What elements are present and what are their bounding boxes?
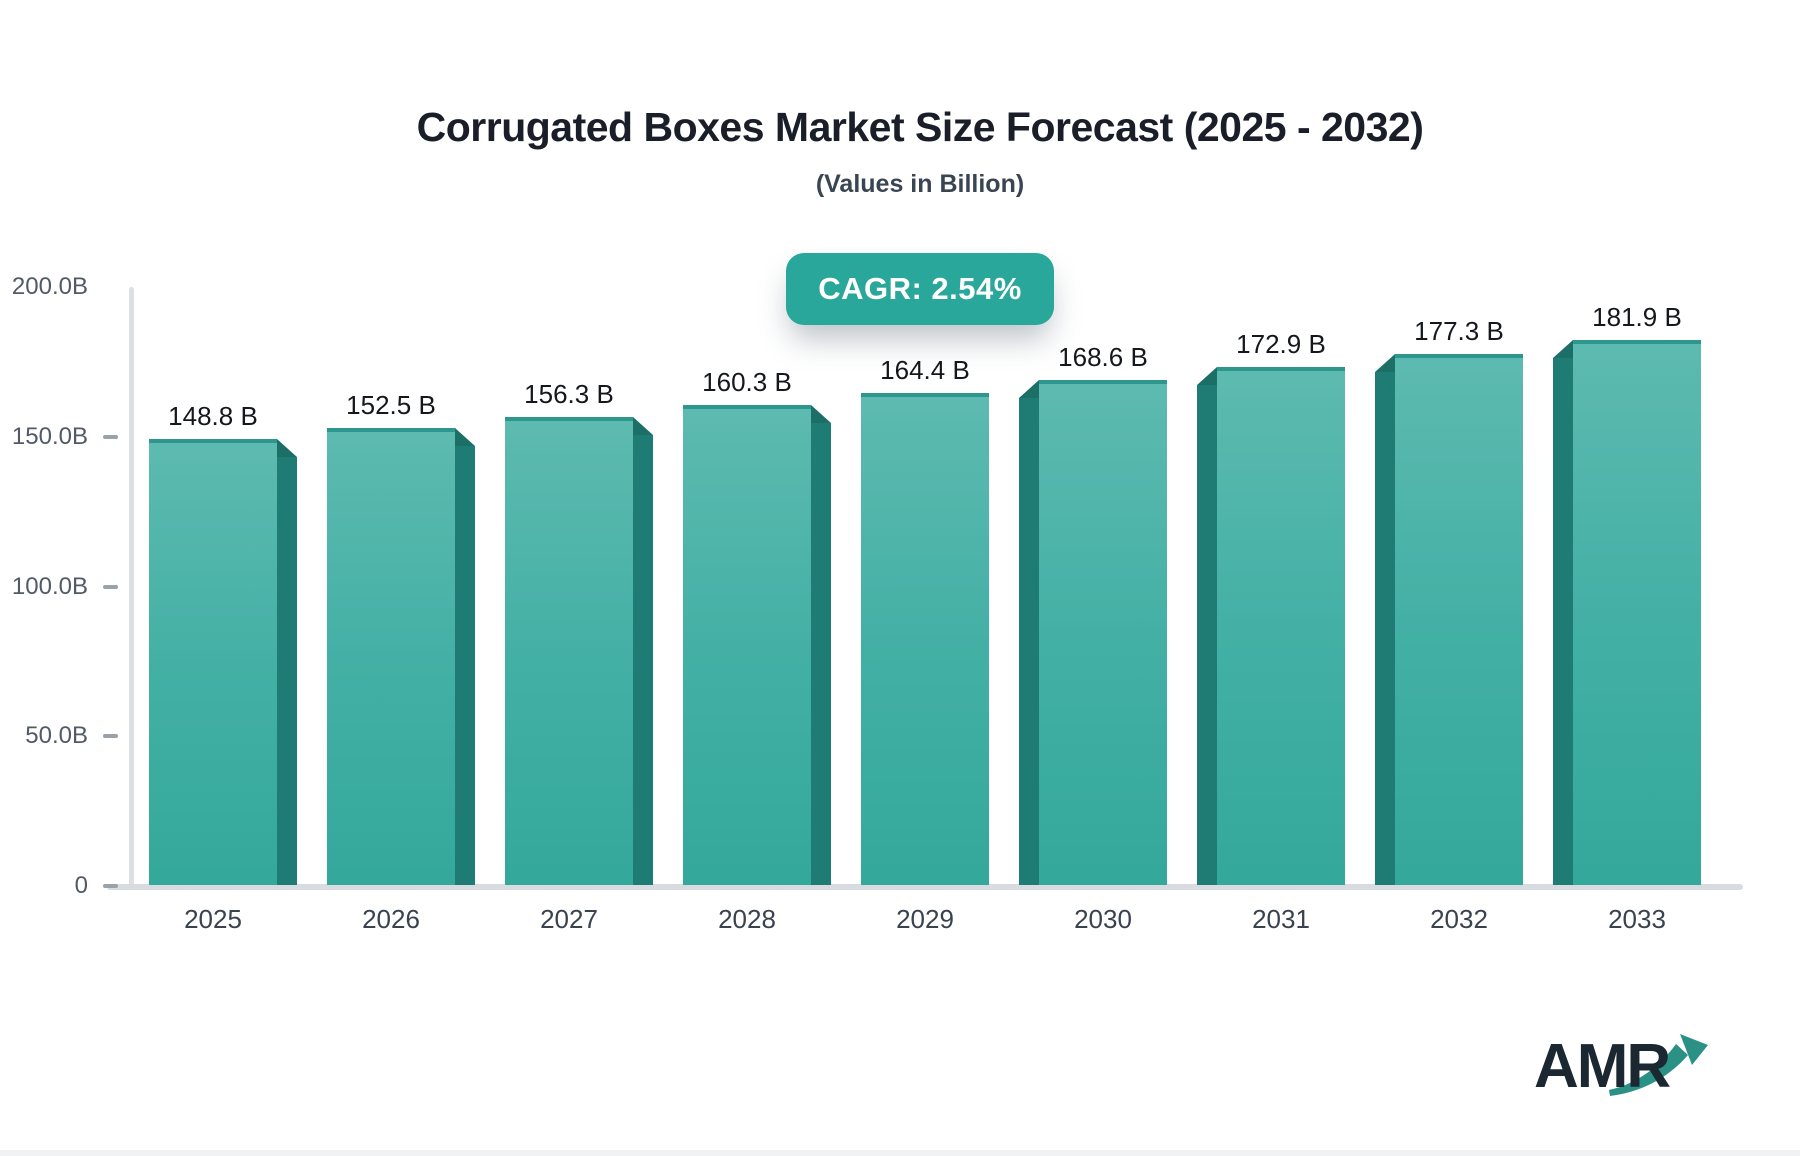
bar-value-label: 172.9 B [1236, 329, 1326, 359]
bar-side-face [633, 435, 653, 885]
bar-value-label: 181.9 B [1592, 302, 1682, 332]
amr-logo-arrow-icon [1609, 1034, 1708, 1096]
bar-face [1217, 367, 1345, 885]
y-axis-tick-mark [103, 585, 118, 589]
x-axis-label: 2027 [540, 904, 598, 934]
bar-2029[interactable] [861, 393, 989, 885]
bar-value-label: 168.6 B [1058, 342, 1148, 372]
bar-2028[interactable] [683, 405, 831, 885]
amr-logo: AMR [1520, 1030, 1730, 1120]
x-axis-label: 2029 [896, 904, 954, 934]
bar-2031[interactable] [1197, 367, 1345, 885]
y-axis-tick-mark [103, 435, 118, 439]
x-axis-label: 2025 [184, 904, 242, 934]
chart-title: Corrugated Boxes Market Size Forecast (2… [416, 104, 1424, 150]
y-axis-tick-label: 0 [74, 872, 88, 899]
bar-2032[interactable] [1375, 354, 1523, 885]
y-axis-line [129, 287, 134, 889]
bar-2030[interactable] [1019, 380, 1167, 885]
y-axis-tick-label: 50.0B [25, 722, 88, 749]
bar-face [1039, 380, 1167, 885]
x-axis-label: 2026 [362, 904, 420, 934]
bar-face [683, 405, 811, 885]
bar-side-face [1019, 398, 1039, 885]
bar-value-label: 164.4 B [880, 355, 970, 385]
bar-top-bevel [455, 428, 475, 446]
y-axis-tick-label: 200.0B [11, 273, 88, 300]
bar-side-face [1553, 358, 1573, 885]
bar-top-bevel [811, 405, 831, 423]
bar-top-bevel [277, 439, 297, 457]
bar-value-label: 160.3 B [702, 367, 792, 397]
bar-2025[interactable] [149, 439, 297, 885]
y-axis-tick-label: 100.0B [11, 573, 88, 600]
bar-side-face [1197, 385, 1217, 885]
bottom-edge-divider [0, 1150, 1800, 1156]
bar-face [327, 428, 455, 885]
x-axis-label: 2030 [1074, 904, 1132, 934]
bar-2026[interactable] [327, 428, 475, 885]
amr-logo-text: AMR [1534, 1032, 1671, 1101]
bar-2027[interactable] [505, 417, 653, 885]
cagr-badge: CAGR: 2.54% [786, 253, 1054, 325]
bar-face [1395, 354, 1523, 885]
bar-value-label: 152.5 B [346, 390, 436, 420]
bar-value-label: 156.3 B [524, 379, 614, 409]
cagr-badge-label: CAGR: 2.54% [818, 271, 1022, 306]
bar-face [1573, 340, 1701, 885]
x-axis-label: 2032 [1430, 904, 1488, 934]
x-axis-label: 2031 [1252, 904, 1310, 934]
bar-top-bevel [1553, 340, 1573, 358]
bar-face [505, 417, 633, 885]
bar-side-face [811, 423, 831, 885]
bar-side-face [455, 446, 475, 885]
bar-face [149, 439, 277, 885]
chart-subtitle: (Values in Billion) [815, 170, 1025, 198]
bar-value-label: 148.8 B [168, 401, 258, 431]
x-axis-line [107, 884, 1743, 890]
bar-side-face [277, 457, 297, 885]
bar-top-bevel [633, 417, 653, 435]
y-axis-tick-mark [103, 884, 118, 888]
bar-2033[interactable] [1553, 340, 1701, 885]
x-axis-label: 2028 [718, 904, 776, 934]
bar-value-label: 177.3 B [1414, 316, 1504, 346]
y-axis-tick-label: 150.0B [11, 423, 88, 450]
bar-side-face [1375, 372, 1395, 885]
x-axis-label: 2033 [1608, 904, 1666, 934]
y-axis-tick-mark [103, 734, 118, 738]
bar-top-bevel [1375, 354, 1395, 372]
bar-top-bevel [1197, 367, 1217, 385]
bar-face [861, 393, 989, 885]
bar-top-bevel [1019, 380, 1039, 398]
